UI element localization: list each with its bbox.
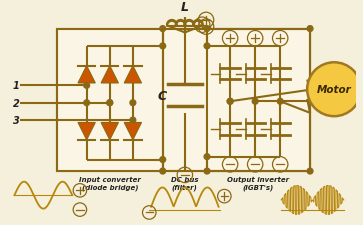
Circle shape	[107, 100, 113, 106]
Circle shape	[204, 169, 210, 174]
Circle shape	[204, 154, 210, 160]
Text: Motor: Motor	[317, 85, 351, 95]
Circle shape	[160, 157, 166, 163]
Text: Output inverter
(IGBT's): Output inverter (IGBT's)	[228, 176, 290, 190]
Circle shape	[107, 100, 113, 106]
Circle shape	[84, 100, 90, 106]
Text: DC bus
(filter): DC bus (filter)	[171, 176, 199, 190]
Bar	[57, 29, 310, 171]
Circle shape	[160, 27, 166, 32]
Circle shape	[204, 27, 210, 32]
Polygon shape	[101, 66, 118, 84]
Text: C: C	[157, 89, 166, 102]
Bar	[207, 29, 310, 171]
Text: 3: 3	[12, 115, 19, 126]
Text: Input converter
(diode bridge): Input converter (diode bridge)	[79, 176, 141, 190]
Circle shape	[204, 44, 210, 50]
Circle shape	[84, 83, 90, 89]
Polygon shape	[78, 66, 95, 84]
Polygon shape	[101, 123, 118, 140]
Circle shape	[252, 99, 258, 105]
Polygon shape	[124, 66, 142, 84]
Circle shape	[130, 118, 136, 123]
Circle shape	[307, 27, 313, 32]
Circle shape	[307, 169, 313, 174]
Circle shape	[277, 99, 283, 105]
Text: L: L	[181, 1, 189, 14]
Circle shape	[160, 169, 166, 174]
Circle shape	[130, 100, 136, 106]
Text: 2: 2	[12, 98, 19, 108]
Polygon shape	[124, 123, 142, 140]
Polygon shape	[78, 123, 95, 140]
Bar	[57, 29, 163, 171]
Circle shape	[307, 63, 361, 117]
Text: 1: 1	[12, 81, 19, 91]
Circle shape	[160, 44, 166, 50]
Circle shape	[227, 99, 233, 105]
Circle shape	[227, 99, 233, 105]
